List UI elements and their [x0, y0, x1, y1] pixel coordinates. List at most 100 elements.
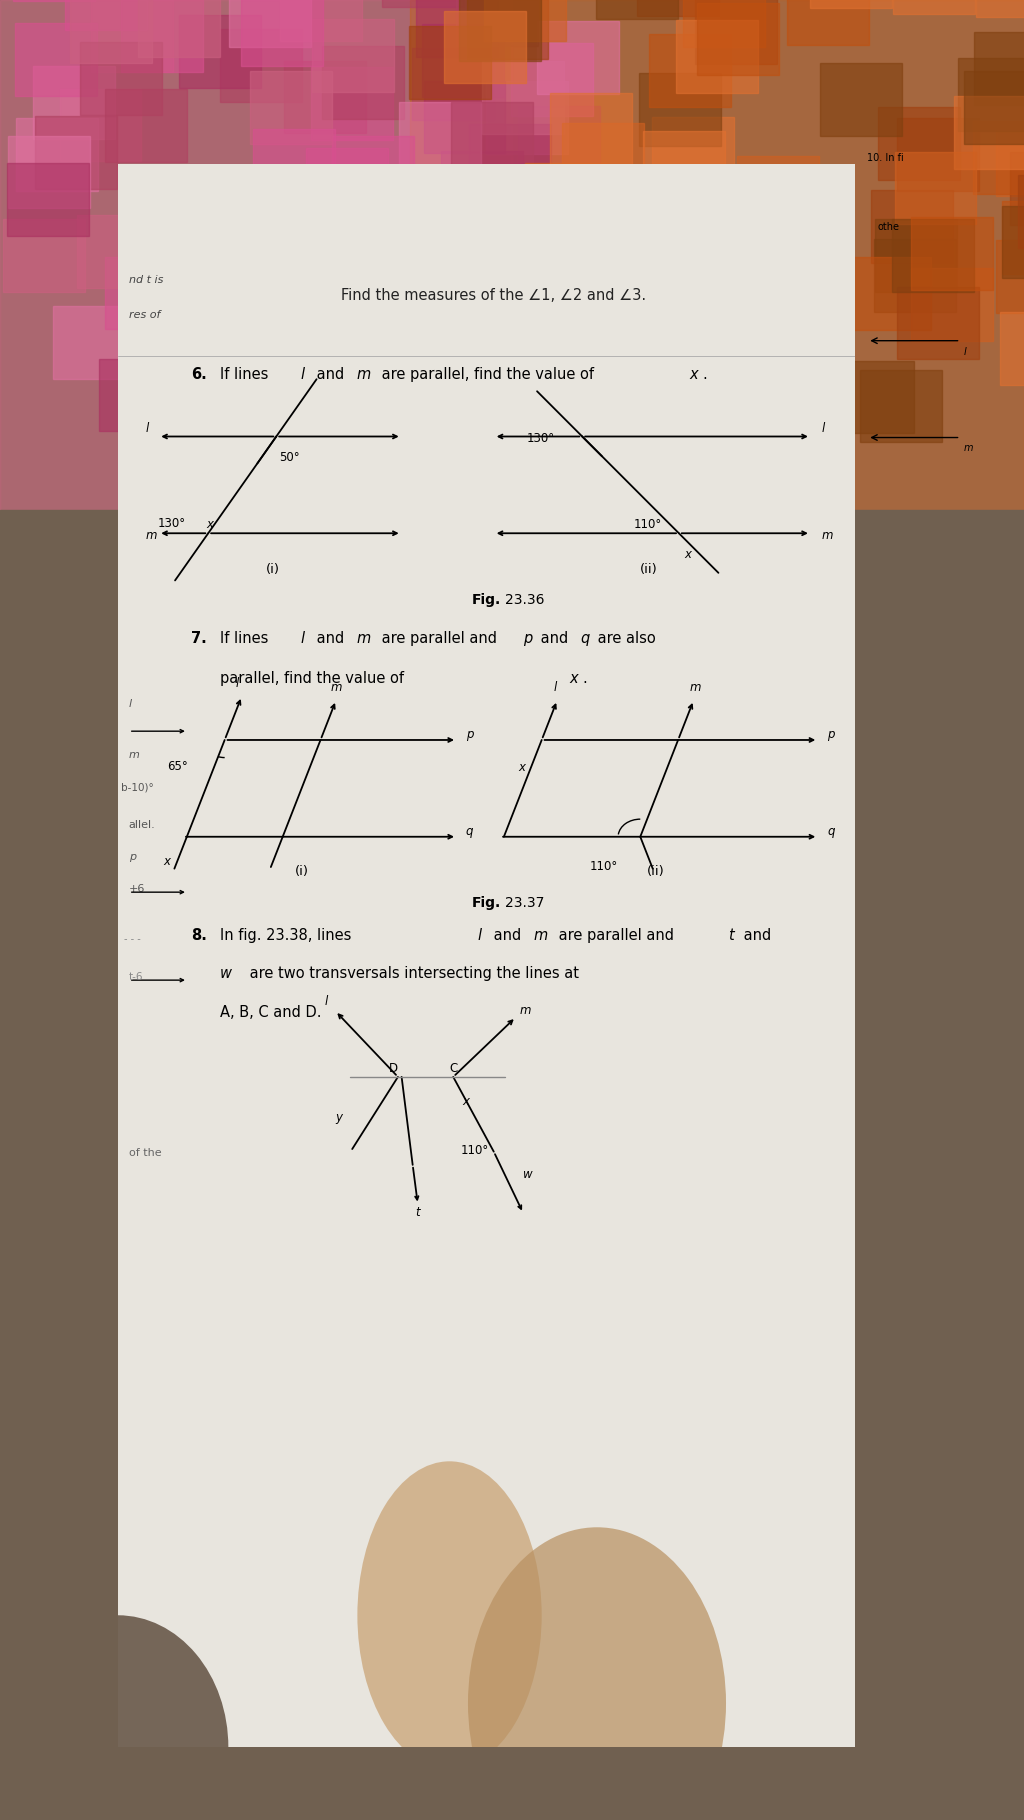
Bar [345, 84, 427, 157]
Bar [887, 144, 969, 217]
Bar [358, 231, 440, 304]
Text: If lines: If lines [219, 632, 272, 646]
Text: - - -: - - - [124, 934, 140, 945]
Bar [364, 375, 445, 448]
Text: x: x [518, 761, 525, 774]
Text: 130°: 130° [158, 517, 186, 530]
Bar [791, 0, 872, 27]
Bar [89, 322, 171, 395]
Bar [450, 200, 531, 273]
Bar [179, 167, 261, 240]
Text: are two transversals intersecting the lines at: are two transversals intersecting the li… [245, 966, 579, 981]
Bar [25, 269, 106, 342]
Bar [364, 433, 445, 506]
Bar [511, 346, 593, 419]
Bar [888, 195, 970, 268]
Text: l: l [822, 422, 825, 435]
Bar [984, 0, 1024, 15]
Bar [740, 226, 822, 298]
Bar [410, 0, 1024, 546]
Bar [520, 0, 602, 11]
Bar [975, 237, 1024, 309]
Text: D: D [389, 1061, 398, 1074]
Text: are parallel and: are parallel and [377, 632, 502, 646]
Bar [498, 311, 580, 384]
Text: Fig.: Fig. [472, 593, 501, 606]
Bar [1008, 109, 1024, 182]
Text: q: q [827, 824, 835, 837]
Bar [774, 246, 856, 318]
Bar [485, 209, 567, 282]
Bar [890, 115, 972, 187]
Text: and: and [312, 632, 349, 646]
Bar [240, 0, 322, 22]
Bar [769, 340, 851, 413]
Bar [632, 269, 714, 342]
Text: and: and [738, 928, 771, 943]
Text: are also: are also [593, 632, 656, 646]
Text: othe: othe [878, 222, 899, 231]
Bar [471, 0, 553, 2]
Bar [205, 33, 287, 106]
Bar [222, 127, 304, 200]
Bar [17, 149, 99, 222]
Text: and: and [312, 368, 349, 382]
Bar [386, 0, 468, 4]
Bar [943, 127, 1024, 200]
Bar [414, 237, 496, 309]
Bar [33, 189, 115, 262]
Bar [685, 0, 767, 36]
Bar [726, 13, 808, 86]
Bar [127, 328, 209, 400]
Bar [313, 0, 395, 5]
Bar [846, 27, 928, 100]
Bar [485, 377, 567, 450]
Bar [903, 56, 985, 129]
Text: 130°: 130° [527, 431, 555, 444]
Bar [287, 89, 369, 162]
Bar [0, 0, 512, 546]
Text: x: x [685, 548, 692, 561]
Text: In fig. 23.38, lines: In fig. 23.38, lines [219, 928, 355, 943]
Bar [539, 291, 621, 364]
Bar [585, 308, 667, 380]
Text: allel.: allel. [129, 821, 156, 830]
Text: x: x [207, 519, 214, 531]
Text: x: x [163, 855, 170, 868]
Text: parallel, find the value of: parallel, find the value of [219, 672, 409, 686]
Bar [481, 44, 563, 116]
Bar [568, 157, 650, 229]
Bar [451, 2, 532, 75]
Bar [211, 260, 293, 333]
Bar [118, 1263, 855, 1747]
Text: (i): (i) [295, 864, 309, 877]
Text: m: m [129, 750, 139, 759]
Bar [437, 220, 519, 293]
Bar [502, 25, 584, 98]
Bar [667, 411, 749, 484]
Text: 23.36: 23.36 [505, 593, 545, 606]
Bar [380, 100, 462, 173]
Text: q: q [466, 824, 473, 837]
Bar [844, 362, 926, 435]
Bar [596, 0, 678, 51]
Text: 110°: 110° [633, 519, 662, 531]
Bar [744, 162, 826, 235]
Bar [743, 118, 825, 191]
Bar [480, 93, 562, 166]
Bar [361, 0, 443, 46]
Text: 65°: 65° [167, 761, 188, 774]
Text: m: m [690, 681, 701, 693]
Text: p: p [129, 852, 136, 863]
Bar [545, 122, 627, 195]
Bar [437, 238, 519, 311]
Text: m: m [330, 681, 342, 693]
Bar [61, 0, 143, 64]
Bar [214, 177, 296, 249]
Text: b-10)°: b-10)° [122, 783, 155, 792]
Bar [550, 339, 632, 411]
Text: m: m [519, 1003, 531, 1017]
Bar [382, 24, 464, 96]
Bar [191, 380, 273, 453]
Bar [400, 200, 482, 273]
